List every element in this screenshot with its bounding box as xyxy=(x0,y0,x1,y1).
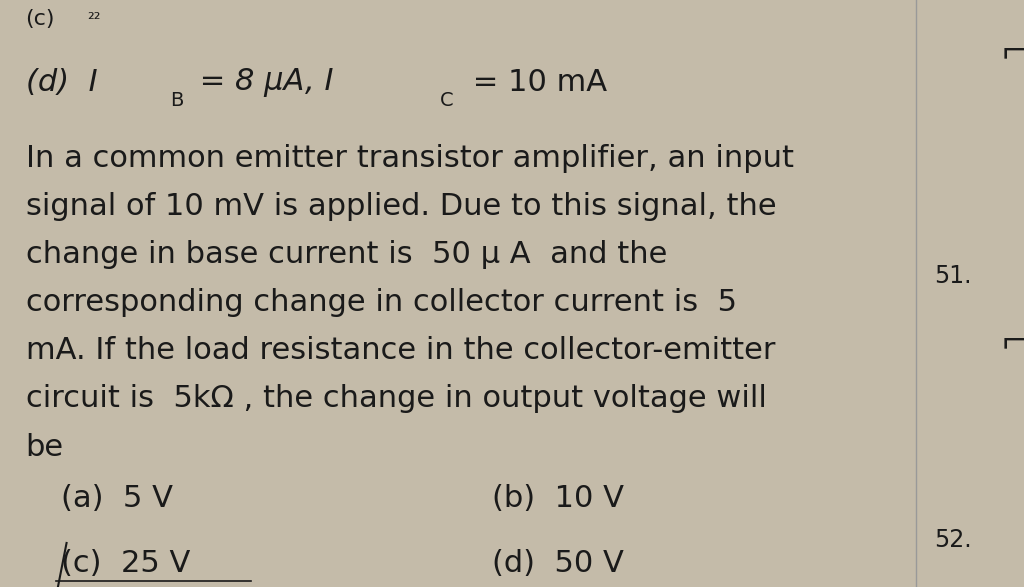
Text: 51.: 51. xyxy=(934,264,972,288)
Text: = 8 μA, I: = 8 μA, I xyxy=(190,68,334,96)
Text: signal of 10 mV is applied. Due to this signal, the: signal of 10 mV is applied. Due to this … xyxy=(26,192,776,221)
Text: circuit is  5kΩ , the change in output voltage will: circuit is 5kΩ , the change in output vo… xyxy=(26,384,767,413)
Text: change in base current is  50 μ A  and the: change in base current is 50 μ A and the xyxy=(26,240,667,269)
Text: (a)  5 V: (a) 5 V xyxy=(61,484,173,513)
Text: (c): (c) xyxy=(26,9,55,29)
Text: └: └ xyxy=(981,46,1010,65)
Text: be: be xyxy=(26,433,63,461)
Text: corresponding change in collector current is  5: corresponding change in collector curren… xyxy=(26,288,736,317)
Text: = 10 mA: = 10 mA xyxy=(463,68,607,96)
Text: C: C xyxy=(440,91,454,110)
Text: 52.: 52. xyxy=(934,528,972,552)
Text: ₂₂: ₂₂ xyxy=(87,5,100,23)
Text: In a common emitter transistor amplifier, an input: In a common emitter transistor amplifier… xyxy=(26,144,794,173)
Text: (d)  50 V: (d) 50 V xyxy=(492,549,624,578)
Text: (d)  I: (d) I xyxy=(26,68,97,96)
Text: └: └ xyxy=(981,337,1010,356)
Text: mA. If the load resistance in the collector-emitter: mA. If the load resistance in the collec… xyxy=(26,336,775,365)
Text: (b)  10 V: (b) 10 V xyxy=(492,484,624,513)
Text: B: B xyxy=(170,91,183,110)
Text: (c)  25 V: (c) 25 V xyxy=(61,549,190,578)
